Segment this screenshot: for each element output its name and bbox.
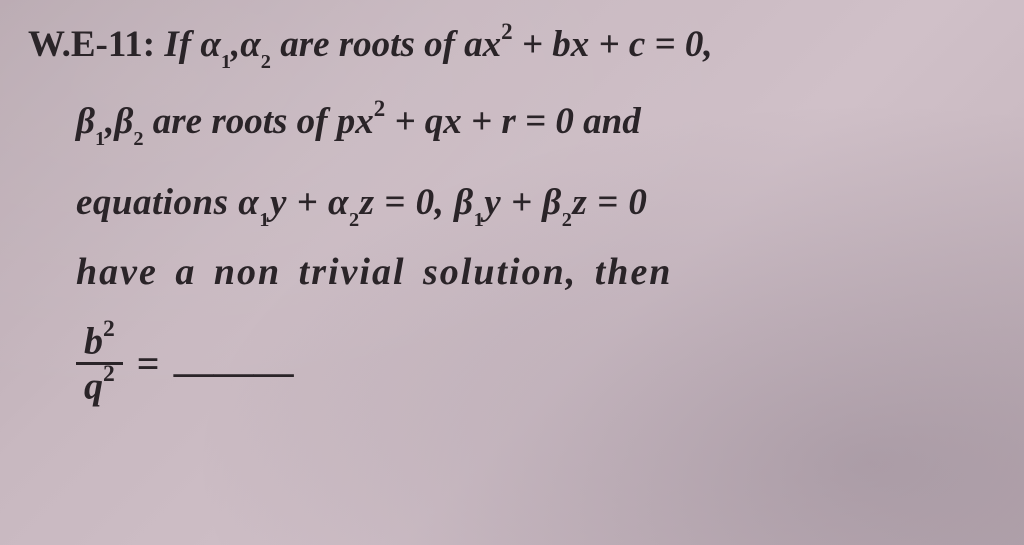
- zero: 0: [628, 182, 647, 223]
- alpha-1: α: [238, 182, 259, 223]
- zero: 0: [555, 101, 574, 142]
- plus: +: [513, 24, 553, 65]
- var-x: x: [483, 24, 502, 65]
- problem-line-5: b2 q2 = ———: [28, 320, 996, 408]
- sub-2: 2: [562, 209, 573, 231]
- coef-a: a: [464, 24, 483, 65]
- beta-1: β: [76, 101, 95, 142]
- comma: ,: [435, 182, 455, 223]
- denominator: q2: [76, 365, 123, 408]
- var-x: x: [571, 24, 590, 65]
- coef-c: c: [629, 24, 645, 65]
- coef-r: r: [501, 101, 515, 142]
- coef-b: b: [552, 24, 571, 65]
- numerator: b2: [76, 320, 123, 363]
- plus: +: [462, 101, 502, 142]
- problem-label: W.E-11:: [28, 24, 155, 65]
- sub-1: 1: [221, 51, 231, 73]
- eq: =: [587, 182, 628, 223]
- answer-blank: ———: [174, 345, 294, 399]
- var-q: q: [84, 366, 103, 408]
- var-z: z: [572, 182, 587, 223]
- eq: =: [516, 101, 556, 142]
- var-y: y: [484, 182, 501, 223]
- var-x: x: [443, 101, 462, 142]
- alpha-2: α: [328, 182, 349, 223]
- coef-q: q: [425, 101, 444, 142]
- var-z: z: [360, 182, 375, 223]
- sup-2: 2: [501, 19, 512, 44]
- zero: 0: [685, 24, 704, 65]
- text-roots: are roots of: [271, 24, 464, 65]
- problem-line-3: equations α1y + α2z = 0, β1y + β2z = 0: [28, 178, 996, 231]
- text-equations: equations: [76, 182, 238, 223]
- problem-line-2: β1,β2 are roots of px2 + qx + r = 0 and: [28, 97, 996, 150]
- beta-2: β: [114, 101, 133, 142]
- var-x: x: [355, 101, 374, 142]
- coef-p: p: [337, 101, 356, 142]
- alpha-2: α: [240, 24, 260, 65]
- comma: ,: [231, 24, 240, 65]
- eq: =: [375, 182, 416, 223]
- text-nontrivial: have a non trivial solution, then: [76, 251, 672, 293]
- sub-1: 1: [259, 209, 270, 231]
- sub-2: 2: [261, 51, 271, 73]
- fraction-b2-q2: b2 q2: [76, 320, 123, 408]
- sub-1: 1: [474, 209, 485, 231]
- problem-line-1: W.E-11: If α1,α2 are roots of ax2 + bx +…: [28, 20, 996, 73]
- var-b: b: [84, 320, 103, 362]
- plus: +: [385, 101, 425, 142]
- beta-2: β: [542, 182, 561, 223]
- plus: +: [589, 24, 629, 65]
- text-and: and: [574, 101, 641, 142]
- comma: ,: [105, 101, 114, 142]
- sup-2: 2: [374, 96, 385, 121]
- var-y: y: [270, 182, 287, 223]
- sub-1: 1: [95, 128, 105, 150]
- zero: 0: [416, 182, 435, 223]
- beta-1: β: [454, 182, 473, 223]
- problem-line-4: have a non trivial solution, then: [28, 247, 996, 298]
- eq: =: [137, 337, 160, 391]
- sup-2: 2: [103, 361, 115, 387]
- sub-2: 2: [133, 128, 143, 150]
- text-if: If: [164, 24, 200, 65]
- eq: =: [645, 24, 685, 65]
- sub-2: 2: [349, 209, 360, 231]
- plus: +: [287, 182, 328, 223]
- plus: +: [501, 182, 542, 223]
- text-roots: are roots of: [144, 101, 337, 142]
- alpha-1: α: [200, 24, 220, 65]
- sup-2: 2: [103, 316, 115, 342]
- comma: ,: [703, 24, 712, 65]
